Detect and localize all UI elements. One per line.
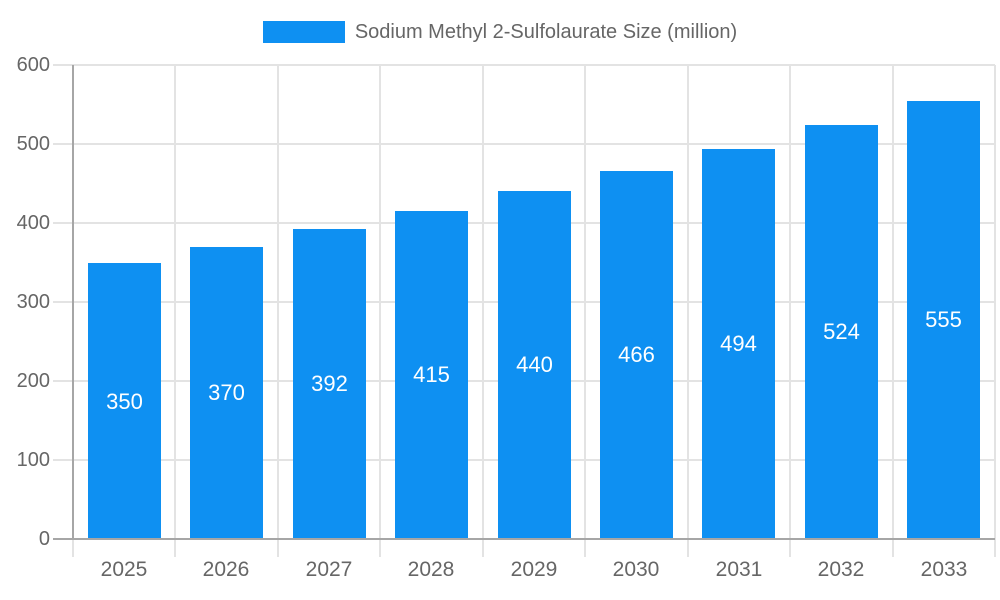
legend-label: Sodium Methyl 2-Sulfolaurate Size (milli… [354,21,738,43]
bar[interactable]: 350 [88,263,161,540]
bar-value-label: 555 [925,307,962,332]
x-axis-tick-label: 2026 [202,558,250,581]
bar[interactable]: 524 [805,125,878,539]
bar-value-label: 494 [720,331,757,356]
x-gridline [687,65,689,557]
x-axis-tick-label: 2025 [100,558,148,581]
x-axis-tick-label: 2028 [407,558,455,581]
bar[interactable]: 370 [190,247,263,539]
bar[interactable]: 415 [395,211,468,539]
bar-value-label: 524 [823,319,860,344]
x-gridline [277,65,279,557]
legend-swatch-icon [262,21,345,43]
y-axis-tick-label: 400 [16,212,50,234]
bar[interactable]: 466 [600,171,673,539]
bar[interactable]: 555 [907,101,980,539]
x-axis-tick-label: 2027 [305,558,353,581]
y-axis-tick-label: 200 [16,370,50,392]
x-axis-tick-label: 2031 [715,558,763,581]
bar-value-label: 392 [311,371,348,396]
bar-value-label: 370 [208,380,245,405]
x-gridline [482,65,484,557]
bar-value-label: 350 [106,388,143,414]
y-gridline [53,64,995,66]
x-gridline [892,65,894,557]
x-gridline [174,65,176,557]
bar-value-label: 466 [618,342,655,367]
bar-value-label: 415 [413,362,450,387]
x-axis-line [53,538,995,540]
bar[interactable]: 440 [498,191,571,539]
x-axis-tick-label: 2032 [817,558,865,581]
x-axis-tick-label: 2030 [612,558,660,581]
bar-value-label: 440 [516,352,553,377]
x-gridline [379,65,381,557]
y-axis-tick-label: 600 [16,54,50,76]
y-gridline [53,143,995,145]
x-gridline [584,65,586,557]
y-axis-line [72,65,74,539]
y-axis-tick-label: 100 [16,449,50,471]
y-axis-tick-label: 300 [16,291,50,313]
x-axis-tick-label: 2029 [510,558,558,581]
x-axis-tick-label: 2033 [920,558,968,581]
x-gridline [789,65,791,557]
bar[interactable]: 392 [293,229,366,539]
y-axis-tick-label: 500 [16,133,50,155]
bar[interactable]: 494 [702,149,775,539]
x-gridline [994,65,996,557]
y-axis-tick-label: 0 [38,528,50,550]
legend[interactable]: Sodium Methyl 2-Sulfolaurate Size (milli… [0,20,1000,44]
